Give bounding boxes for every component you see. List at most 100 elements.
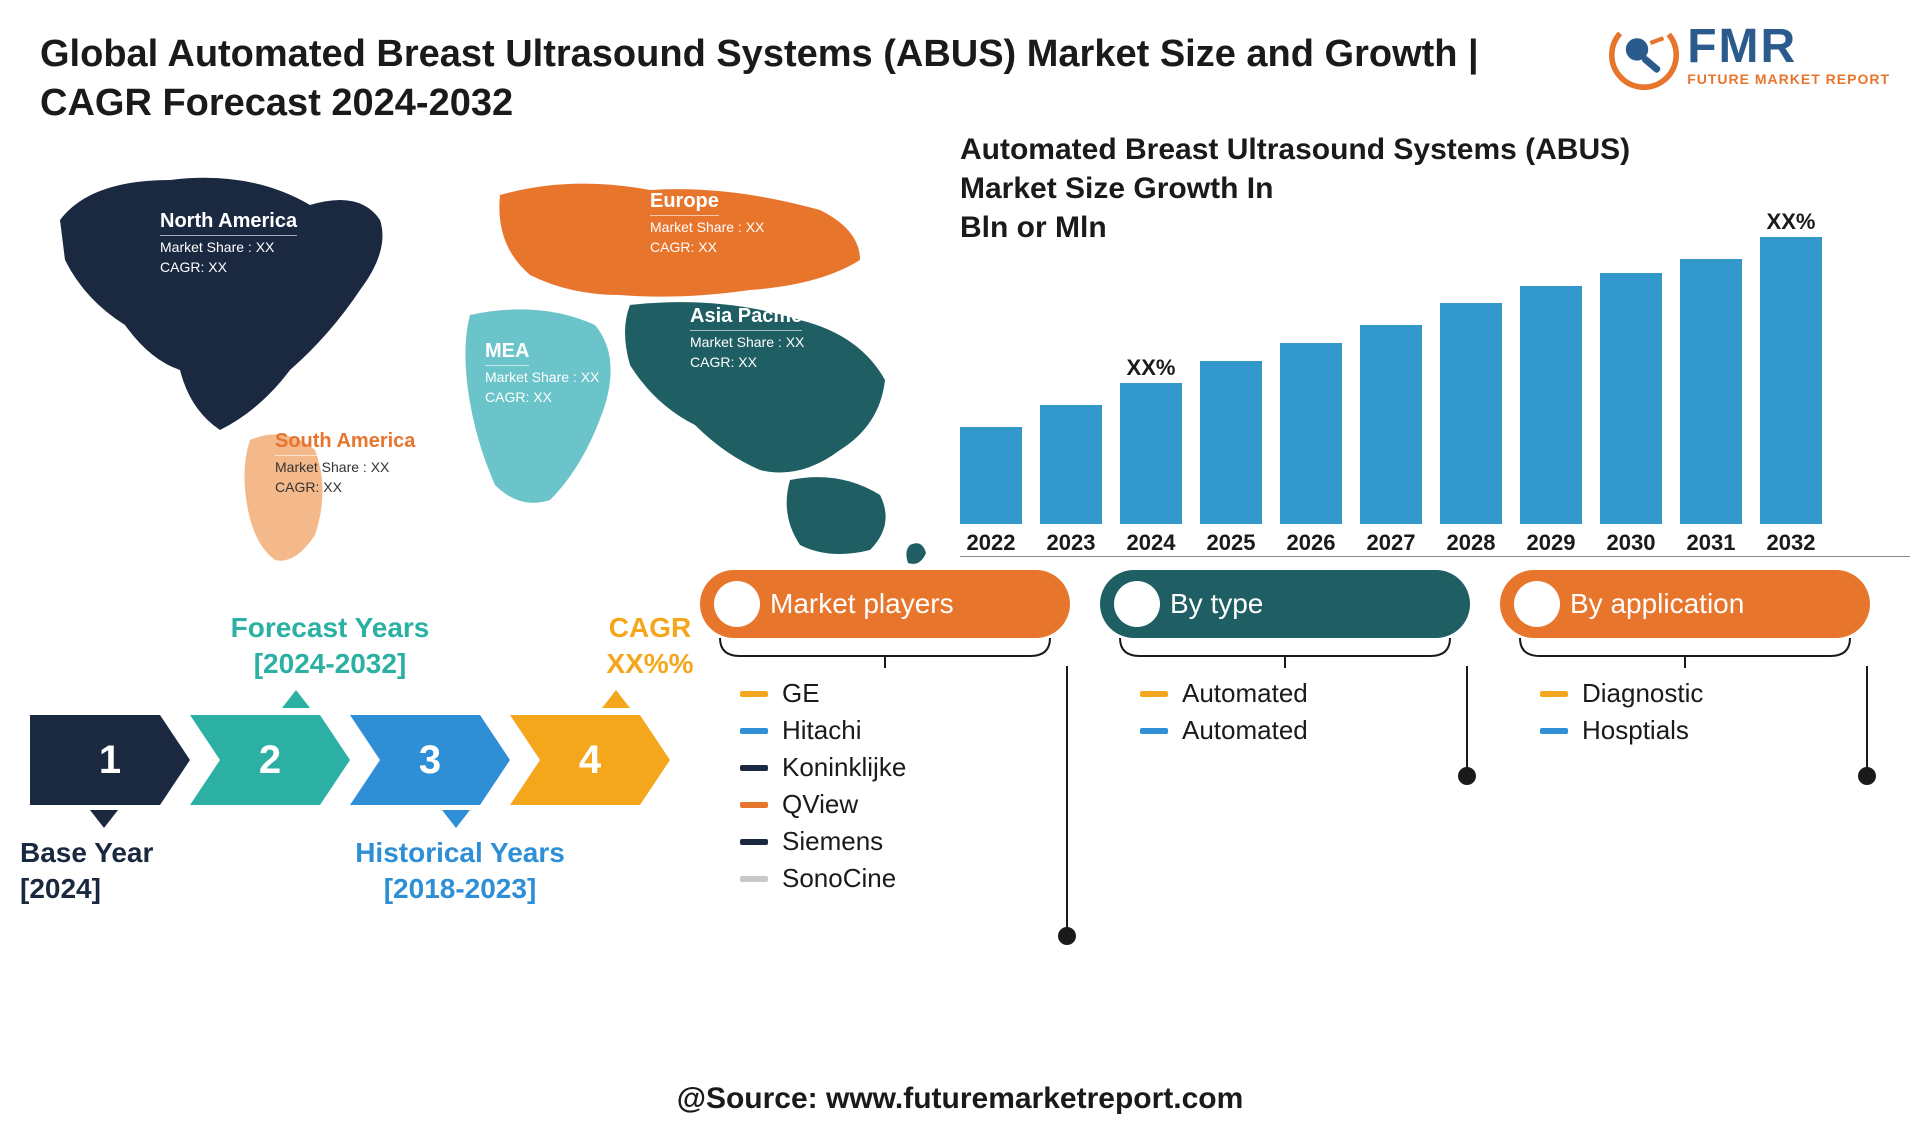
bar-rect — [1120, 383, 1182, 524]
bar-label: 2032 — [1767, 530, 1816, 556]
bar-col: XX%2032 — [1760, 237, 1822, 556]
bar-rect — [1520, 286, 1582, 524]
arrow-down-icon — [442, 810, 470, 828]
growth-bar-chart: Automated Breast Ultrasound Systems (ABU… — [960, 130, 1910, 570]
end-dot-icon — [1058, 927, 1076, 945]
bar-rect — [1200, 361, 1262, 524]
timeline-label-historical: Historical Years [2018-2023] — [330, 835, 590, 908]
timeline: Forecast Years [2024-2032] CAGR XX%% 123… — [30, 620, 670, 805]
bar-col: 2023 — [1040, 405, 1102, 556]
end-line — [1466, 666, 1468, 776]
bar-rect — [1600, 273, 1662, 524]
tick-icon — [740, 728, 768, 734]
tick-icon — [1540, 728, 1568, 734]
bar-col: 2030 — [1600, 273, 1662, 556]
list-item: SonoCine — [740, 863, 1070, 894]
bar-rect — [1680, 259, 1742, 524]
arrow-up-icon — [602, 690, 630, 708]
end-dot-icon — [1858, 767, 1876, 785]
bar-label: 2024 — [1127, 530, 1176, 556]
timeline-label-base: Base Year [2024] — [20, 835, 280, 908]
source-attribution: @Source: www.futuremarketreport.com — [677, 1082, 1244, 1116]
logo-text-main: FMR — [1687, 23, 1890, 71]
segment-section: By application Diagnostic Hosptials — [1500, 570, 1870, 752]
tick-icon — [740, 765, 768, 771]
timeline-chevron: 2 — [190, 715, 350, 805]
list-item-label: QView — [782, 789, 858, 820]
bar-label: 2027 — [1367, 530, 1416, 556]
segment-section: By type Automated Automated — [1100, 570, 1470, 752]
list-item: GE — [740, 678, 1070, 709]
page-title: Global Automated Breast Ultrasound Syste… — [40, 30, 1540, 129]
list-item-label: Automated — [1182, 678, 1308, 709]
label-europe: Europe Market Share : XX CAGR: XX — [650, 190, 764, 257]
section-list: GE Hitachi Koninklijke QView — [700, 678, 1070, 894]
bar-col: 2025 — [1200, 361, 1262, 556]
section-pill: By type — [1100, 570, 1470, 638]
list-item: Koninklijke — [740, 752, 1070, 783]
timeline-chevron: 1 — [30, 715, 190, 805]
timeline-chevron: 3 — [350, 715, 510, 805]
bar-label: 2029 — [1527, 530, 1576, 556]
brand-logo: FMR FUTURE MARKET REPORT — [1609, 20, 1890, 90]
bar-col: XX%2024 — [1120, 383, 1182, 556]
bar-rect — [1360, 325, 1422, 524]
segment-section: Market players GE Hitachi — [700, 570, 1070, 900]
list-item-label: Hitachi — [782, 715, 861, 746]
map-nz — [906, 543, 926, 564]
list-item: Diagnostic — [1540, 678, 1870, 709]
timeline-label-forecast: Forecast Years [2024-2032] — [200, 610, 460, 683]
bar-rect — [960, 427, 1022, 524]
section-list: Automated Automated — [1100, 678, 1470, 746]
bars-container: 20222023XX%20242025202620272028202920302… — [960, 257, 1910, 557]
tick-icon — [740, 802, 768, 808]
list-item: Siemens — [740, 826, 1070, 857]
world-map: North America Market Share : XX CAGR: XX… — [30, 150, 930, 570]
tick-icon — [1140, 691, 1168, 697]
bar-rect — [1280, 343, 1342, 524]
bar-label: 2030 — [1607, 530, 1656, 556]
bar-label: 2025 — [1207, 530, 1256, 556]
list-item: Hitachi — [740, 715, 1070, 746]
bar-rect — [1040, 405, 1102, 524]
bar-col: 2028 — [1440, 303, 1502, 556]
tick-icon — [740, 839, 768, 845]
list-item-label: GE — [782, 678, 820, 709]
list-item-label: SonoCine — [782, 863, 896, 894]
section-list: Diagnostic Hosptials — [1500, 678, 1870, 746]
section-pill: Market players — [700, 570, 1070, 638]
section-pill: By application — [1500, 570, 1870, 638]
bracket-icon — [1500, 638, 1870, 668]
list-item-label: Automated — [1182, 715, 1308, 746]
bar-label: 2023 — [1047, 530, 1096, 556]
list-item-label: Hosptials — [1582, 715, 1689, 746]
bar-col: 2029 — [1520, 286, 1582, 556]
bar-col: 2031 — [1680, 259, 1742, 556]
bar-col: 2022 — [960, 427, 1022, 556]
logo-text-sub: FUTURE MARKET REPORT — [1687, 71, 1890, 87]
list-item-label: Diagnostic — [1582, 678, 1703, 709]
bracket-icon — [1100, 638, 1470, 668]
bar-note: XX% — [1127, 355, 1176, 381]
arrow-down-icon — [90, 810, 118, 828]
list-item: Automated — [1140, 678, 1470, 709]
label-north-america: North America Market Share : XX CAGR: XX — [160, 210, 297, 277]
map-australia — [787, 477, 886, 554]
tick-icon — [1540, 691, 1568, 697]
end-line — [1866, 666, 1868, 776]
end-line — [1066, 666, 1068, 936]
tick-icon — [740, 876, 768, 882]
label-mea: MEA Market Share : XX CAGR: XX — [485, 340, 599, 407]
bar-rect — [1440, 303, 1502, 524]
label-south-america: South America Market Share : XX CAGR: XX — [275, 430, 415, 497]
bar-label: 2022 — [967, 530, 1016, 556]
bar-label: 2028 — [1447, 530, 1496, 556]
bar-col: 2027 — [1360, 325, 1422, 556]
bar-col: 2026 — [1280, 343, 1342, 556]
bar-label: 2026 — [1287, 530, 1336, 556]
tick-icon — [740, 691, 768, 697]
list-item: Automated — [1140, 715, 1470, 746]
chevron-row: 1234 — [30, 715, 670, 805]
bar-rect — [1760, 237, 1822, 524]
bar-label: 2031 — [1687, 530, 1736, 556]
